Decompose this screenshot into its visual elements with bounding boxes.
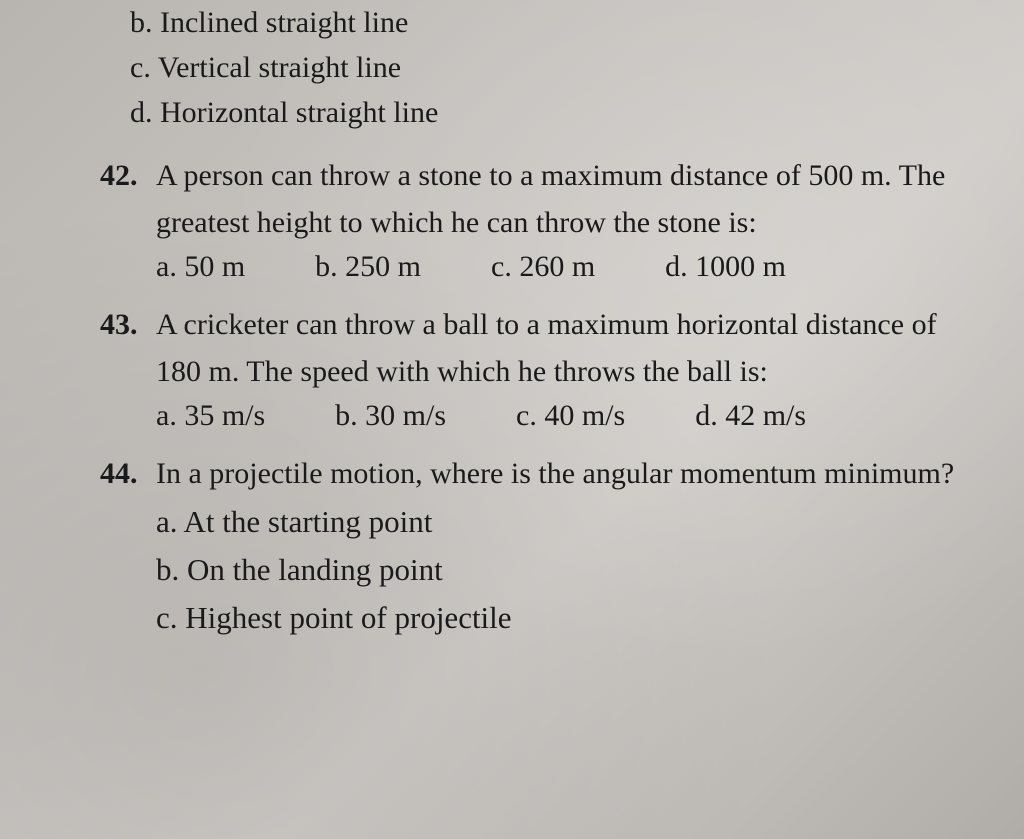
q44-opt-a: a. At the starting point (156, 498, 984, 546)
q44-opt-c: c. Highest point of projectile (156, 594, 984, 642)
q44-number: 44. (100, 451, 156, 498)
q44-text: In a projectile motion, where is the ang… (156, 451, 984, 498)
q42-options: a. 50 m b. 250 m c. 260 m d. 1000 m (156, 250, 984, 284)
q42-opt-c: c. 260 m (491, 250, 595, 284)
q43-opt-b: b. 30 m/s (335, 399, 446, 433)
q42-text: A person can throw a stone to a maximum … (156, 153, 984, 246)
q43-opt-d: d. 42 m/s (695, 399, 806, 433)
question-44: 44. In a projectile motion, where is the… (100, 451, 984, 642)
q42-number: 42. (100, 153, 156, 246)
q43-options: a. 35 m/s b. 30 m/s c. 40 m/s d. 42 m/s (156, 399, 984, 433)
q42-opt-b: b. 250 m (315, 250, 421, 284)
prev-option-b: b. Inclined straight line (130, 0, 984, 45)
q43-opt-c: c. 40 m/s (516, 399, 625, 433)
q43-text: A cricketer can throw a ball to a maximu… (156, 302, 984, 395)
prev-option-c: c. Vertical straight line (130, 45, 984, 90)
q42-opt-a: a. 50 m (156, 250, 245, 284)
prev-option-d: d. Horizontal straight line (130, 90, 984, 135)
q43-opt-a: a. 35 m/s (156, 399, 265, 433)
question-43: 43. A cricketer can throw a ball to a ma… (100, 302, 984, 433)
question-42: 42. A person can throw a stone to a maxi… (100, 153, 984, 284)
q43-number: 43. (100, 302, 156, 395)
q42-opt-d: d. 1000 m (665, 250, 786, 284)
q44-opt-b: b. On the landing point (156, 546, 984, 594)
